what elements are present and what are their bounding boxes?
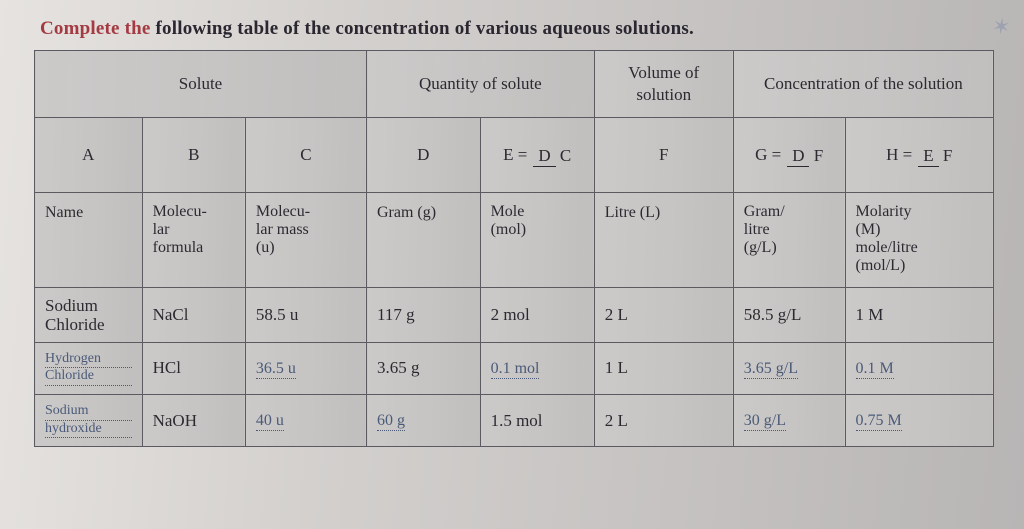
handwritten-value: 60 g [377, 412, 405, 431]
fraction-icon: D F [787, 147, 823, 164]
col-E-lhs: E = [503, 144, 527, 166]
handwritten-value: 0.1 M [856, 360, 894, 379]
col-C: C [245, 118, 366, 193]
col-G-num: D [787, 146, 809, 167]
desc-G-l2: litre [744, 221, 835, 239]
desc-C-l2: lar mass [256, 221, 356, 239]
cell-A-l1: Hydrogen [45, 351, 132, 369]
col-A: A [35, 118, 143, 193]
fraction-icon: D C [533, 147, 571, 164]
cell-E: 1.5 mol [480, 395, 594, 447]
desc-G-l3: (g/L) [744, 239, 835, 257]
desc-H: Molarity (M) mole/litre (mol/L) [845, 193, 993, 288]
desc-C-l1: Molecu- [256, 203, 356, 221]
cell-F: 1 L [594, 342, 733, 394]
hdr-solute: Solute [35, 51, 367, 118]
handwritten-value: 3.65 g/L [744, 360, 798, 379]
cell-A-l2: Chloride [45, 315, 132, 334]
cell-F: 2 L [594, 287, 733, 342]
handwritten-value: 30 g/L [744, 412, 786, 431]
col-B: B [142, 118, 245, 193]
cell-A: Sodium Chloride [35, 287, 143, 342]
cell-D: 3.65 g [367, 342, 481, 394]
desc-B-l1: Molecu- [153, 203, 235, 221]
desc-C-l3: (u) [256, 239, 356, 257]
cell-A: Hydrogen Chloride [35, 342, 143, 394]
desc-B-l2: lar [153, 221, 235, 239]
handwritten-value: 0.1 mol [491, 360, 540, 379]
col-G-lhs: G = [755, 144, 781, 166]
col-F: F [594, 118, 733, 193]
desc-H-l2: (M) [856, 221, 983, 239]
handwritten-value: 36.5 u [256, 360, 296, 379]
table-row: Sodium Chloride NaCl 58.5 u 117 g 2 mol … [35, 287, 994, 342]
cell-H: 0.1 M [845, 342, 993, 394]
col-D: D [367, 118, 481, 193]
table-row: Hydrogen Chloride HCl 36.5 u 3.65 g 0.1 … [35, 342, 994, 394]
cell-A: Sodium hydroxide [35, 395, 143, 447]
desc-G-l1: Gram/ [744, 203, 835, 221]
col-G: G = D F [733, 118, 845, 193]
hdr-concentration: Concentration of the solution [733, 51, 993, 118]
col-H-lhs: H = [886, 144, 912, 166]
desc-E-l1: Mole [491, 203, 584, 221]
cell-G: 30 g/L [733, 395, 845, 447]
cell-D: 117 g [367, 287, 481, 342]
handwritten-value: 0.75 M [856, 412, 902, 431]
hdr-volume: Volume of solution [594, 51, 733, 118]
cell-C: 40 u [245, 395, 366, 447]
cell-A-l2: hydroxide [45, 421, 132, 439]
desc-E: Mole (mol) [480, 193, 594, 288]
col-E-den: C [560, 145, 571, 165]
cell-B: NaOH [142, 395, 245, 447]
cell-G: 58.5 g/L [733, 287, 845, 342]
hdr-quantity: Quantity of solute [367, 51, 595, 118]
cell-H: 0.75 M [845, 395, 993, 447]
desc-C: Molecu- lar mass (u) [245, 193, 366, 288]
col-E-num: D [533, 146, 555, 167]
cell-C: 36.5 u [245, 342, 366, 394]
cell-E: 0.1 mol [480, 342, 594, 394]
table-column-descriptions: Name Molecu- lar formula Molecu- lar mas… [35, 193, 994, 288]
title-lead: Complete the [40, 18, 151, 39]
cell-A-l2: Chloride [45, 368, 132, 386]
desc-D: Gram (g) [367, 193, 481, 288]
cell-E: 2 mol [480, 287, 594, 342]
desc-G: Gram/ litre (g/L) [733, 193, 845, 288]
fraction-icon: E F [918, 147, 952, 164]
col-E: E = D C [480, 118, 594, 193]
col-G-den: F [814, 145, 823, 165]
table-group-header: Solute Quantity of solute Volume of solu… [35, 51, 994, 118]
desc-A: Name [35, 193, 143, 288]
desc-B-l3: formula [153, 239, 235, 257]
handwritten-value: 40 u [256, 412, 284, 431]
page-title: Complete the following table of the conc… [40, 18, 1000, 40]
cell-A-l1: Sodium [45, 296, 132, 315]
desc-B: Molecu- lar formula [142, 193, 245, 288]
col-H: H = E F [845, 118, 993, 193]
cell-B: NaCl [142, 287, 245, 342]
cell-B: HCl [142, 342, 245, 394]
cell-D: 60 g [367, 395, 481, 447]
desc-F: Litre (L) [594, 193, 733, 288]
desc-H-l3: mole/litre [856, 239, 983, 257]
desc-H-l4: (mol/L) [856, 257, 983, 275]
concentration-table: Solute Quantity of solute Volume of solu… [34, 50, 994, 447]
scribble-icon: ✶ [990, 13, 1012, 41]
table-row: Sodium hydroxide NaOH 40 u 60 g 1.5 mol … [35, 395, 994, 447]
col-H-num: E [918, 146, 938, 167]
cell-A-l1: Sodium [45, 403, 132, 421]
desc-H-l1: Molarity [856, 203, 983, 221]
desc-E-l2: (mol) [491, 221, 584, 239]
cell-F: 2 L [594, 395, 733, 447]
cell-C: 58.5 u [245, 287, 366, 342]
cell-H: 1 M [845, 287, 993, 342]
col-H-den: F [943, 145, 952, 165]
cell-G: 3.65 g/L [733, 342, 845, 394]
table-column-letters: A B C D E = D C F G = D F [35, 118, 994, 193]
title-bold: following table of the concentration of … [156, 18, 694, 39]
